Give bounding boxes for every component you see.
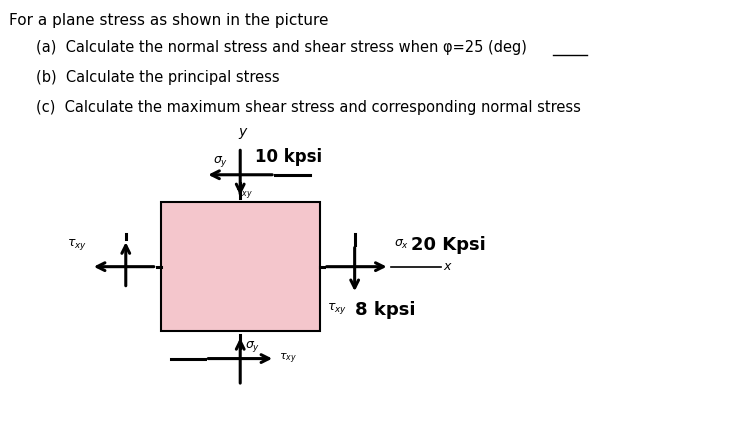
Text: $\sigma_x$: $\sigma_x$ bbox=[394, 238, 410, 251]
Text: (a)  Calculate the normal stress and shear stress when φ=25 (deg): (a) Calculate the normal stress and shea… bbox=[36, 40, 527, 55]
Text: 20 Kpsi: 20 Kpsi bbox=[411, 236, 486, 254]
Text: (b)  Calculate the principal stress: (b) Calculate the principal stress bbox=[36, 70, 280, 85]
Text: $\sigma_y$: $\sigma_y$ bbox=[213, 154, 228, 168]
Bar bbox=[161, 202, 320, 331]
Text: For a plane stress as shown in the picture: For a plane stress as shown in the pictu… bbox=[10, 13, 329, 29]
Text: (c)  Calculate the maximum shear stress and corresponding normal stress: (c) Calculate the maximum shear stress a… bbox=[36, 100, 581, 115]
Text: $\tau_{xy}$: $\tau_{xy}$ bbox=[279, 351, 296, 366]
Text: $\tau_{xy}$: $\tau_{xy}$ bbox=[68, 237, 88, 252]
Text: 10 kpsi: 10 kpsi bbox=[255, 148, 322, 166]
Text: y: y bbox=[238, 125, 246, 140]
Text: $\sigma_y$: $\sigma_y$ bbox=[245, 340, 260, 354]
Text: $\tau_{xy}$: $\tau_{xy}$ bbox=[235, 187, 254, 202]
Text: $\tau_{xy}$: $\tau_{xy}$ bbox=[326, 301, 347, 315]
Text: 8 kpsi: 8 kpsi bbox=[354, 301, 415, 318]
Text: x: x bbox=[443, 260, 450, 273]
